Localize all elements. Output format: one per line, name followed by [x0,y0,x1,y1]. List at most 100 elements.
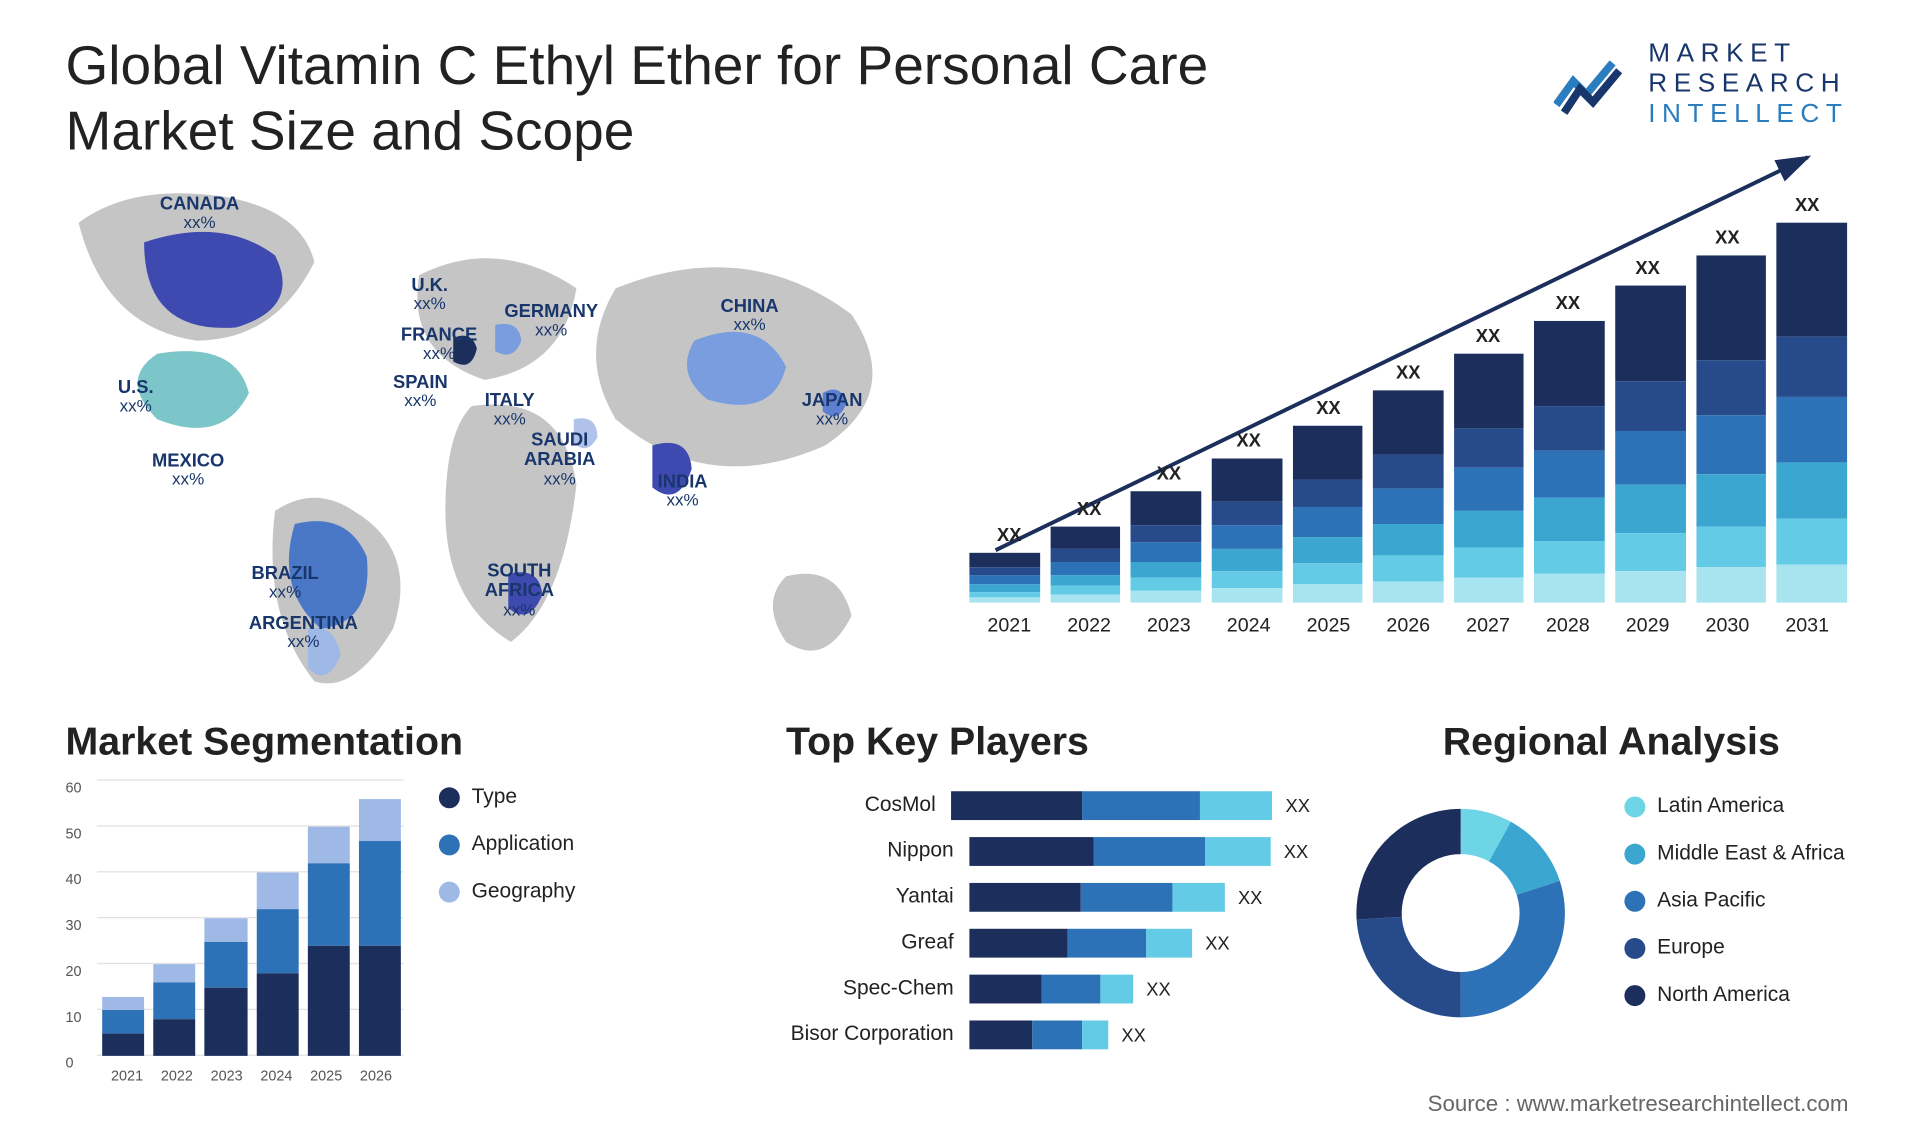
chart-year-label: 2028 [1546,614,1590,636]
chart-year-label: 2024 [1227,614,1271,636]
country-label: ITALYxx% [485,390,535,429]
chart-value-label: XX [1316,397,1340,418]
logo-icon [1554,52,1633,118]
legend-item: Geography [439,880,575,904]
chart-bar [1535,321,1605,603]
chart-bar [1131,491,1201,602]
player-bar [969,883,1224,912]
country-label: BRAZILxx% [252,563,319,602]
seg-year-label: 2023 [211,1069,243,1085]
chart-year-label: 2021 [987,614,1031,636]
player-value: XX [1284,841,1308,862]
player-value: XX [1238,887,1262,908]
logo-line2: RESEARCH [1648,69,1848,99]
seg-year-label: 2024 [260,1069,292,1085]
chart-value-label: XX [1715,227,1739,248]
seg-bar [359,799,401,1056]
player-row: Greaf XX [786,926,1310,960]
chart-year-label: 2030 [1706,614,1750,636]
regional-donut [1323,776,1598,1051]
country-label: GERMANYxx% [504,301,598,340]
country-label: INDIAxx% [658,472,708,511]
map-svg [39,170,930,707]
legend-item: Middle East & Africa [1624,842,1844,866]
segmentation-chart: 0102030405060 202120222023202420252026 [66,781,407,1095]
regional-title: Regional Analysis [1323,720,1899,765]
country-label: CANADAxx% [160,194,239,233]
player-row: Yantai XX [786,880,1310,914]
country-label: SPAINxx% [393,372,448,411]
chart-year-label: 2027 [1466,614,1510,636]
legend-item: Type [439,786,575,810]
chart-value-label: XX [1476,325,1500,346]
seg-year-label: 2025 [310,1069,342,1085]
player-row: Bisor Corporation XX [786,1018,1310,1052]
chart-value-label: XX [997,524,1021,545]
chart-bar [1373,390,1443,602]
segmentation-legend: Type Application Geography [439,786,575,927]
player-bar [969,837,1270,866]
chart-year-label: 2025 [1307,614,1351,636]
chart-year-label: 2029 [1626,614,1670,636]
segmentation-section: Market Segmentation 0102030405060 202120… [66,720,629,1095]
logo-line1: MARKET [1648,39,1848,69]
source-text: Source : www.marketresearchintellect.com [1428,1091,1849,1117]
chart-value-label: XX [1236,430,1260,451]
key-players-title: Top Key Players [786,720,1310,765]
chart-bar [1696,255,1766,602]
legend-item: Europe [1624,937,1844,961]
chart-year-label: 2022 [1067,614,1111,636]
player-bar [969,929,1192,958]
player-bar [969,1020,1108,1049]
country-label: ARGENTINAxx% [249,613,358,652]
seg-year-label: 2021 [111,1069,143,1085]
seg-bar [205,918,247,1056]
country-label: JAPANxx% [802,390,863,429]
player-value: XX [1286,795,1310,816]
legend-item: Latin America [1624,795,1844,819]
chart-bar [1615,286,1685,603]
player-row: Nippon XX [786,834,1310,868]
key-players-section: Top Key Players CosMol XX Nippon XX Yantai XX… [786,720,1310,1063]
market-size-chart: 2021 2022 2023 2024 2025 2026 2027 2028 2029 2030… [969,170,1847,642]
legend-item: Application [439,833,575,857]
country-label: SOUTHAFRICAxx% [485,561,554,620]
player-row: Spec-Chem XX [786,972,1310,1006]
world-map: CANADAxx% U.S.xx% MEXICOxx% BRAZILxx% ARGENT… [39,170,930,707]
player-name: Nippon [786,840,969,864]
player-row: CosMol XX [786,789,1310,823]
player-name: CosMol [786,794,951,818]
country-label: MEXICOxx% [152,451,224,490]
brand-logo: MARKET RESEARCH INTELLECT [1554,39,1849,129]
chart-value-label: XX [1556,292,1580,313]
player-name: Greaf [786,931,969,955]
chart-value-label: XX [1396,362,1420,383]
seg-bar [102,996,144,1056]
country-label: U.S.xx% [118,377,154,416]
regional-legend: Latin America Middle East & Africa Asia Pa… [1624,795,1844,1031]
seg-bar [256,872,298,1055]
chart-value-label: XX [1157,462,1181,483]
chart-bar [1212,458,1282,602]
player-name: Bisor Corporation [786,1023,969,1047]
player-name: Spec-Chem [786,977,969,1001]
player-value: XX [1121,1024,1145,1045]
chart-year-label: 2023 [1147,614,1191,636]
chart-bar [1454,354,1524,603]
chart-value-label: XX [1635,257,1659,278]
player-name: Yantai [786,886,969,910]
player-value: XX [1146,979,1170,1000]
player-value: XX [1205,933,1229,954]
segmentation-title: Market Segmentation [66,720,629,765]
page-title: Global Vitamin C Ethyl Ether for Persona… [66,33,1350,165]
country-label: U.K.xx% [411,275,448,314]
regional-section: Regional Analysis Latin America Middle Ea… [1323,720,1899,1050]
legend-item: Asia Pacific [1624,889,1844,913]
chart-year-label: 2026 [1386,614,1430,636]
chart-bar [969,553,1039,603]
seg-year-label: 2026 [360,1069,392,1085]
chart-value-label: XX [1795,194,1819,215]
legend-item: North America [1624,984,1844,1008]
player-bar [969,975,1133,1004]
seg-year-label: 2022 [161,1069,193,1085]
